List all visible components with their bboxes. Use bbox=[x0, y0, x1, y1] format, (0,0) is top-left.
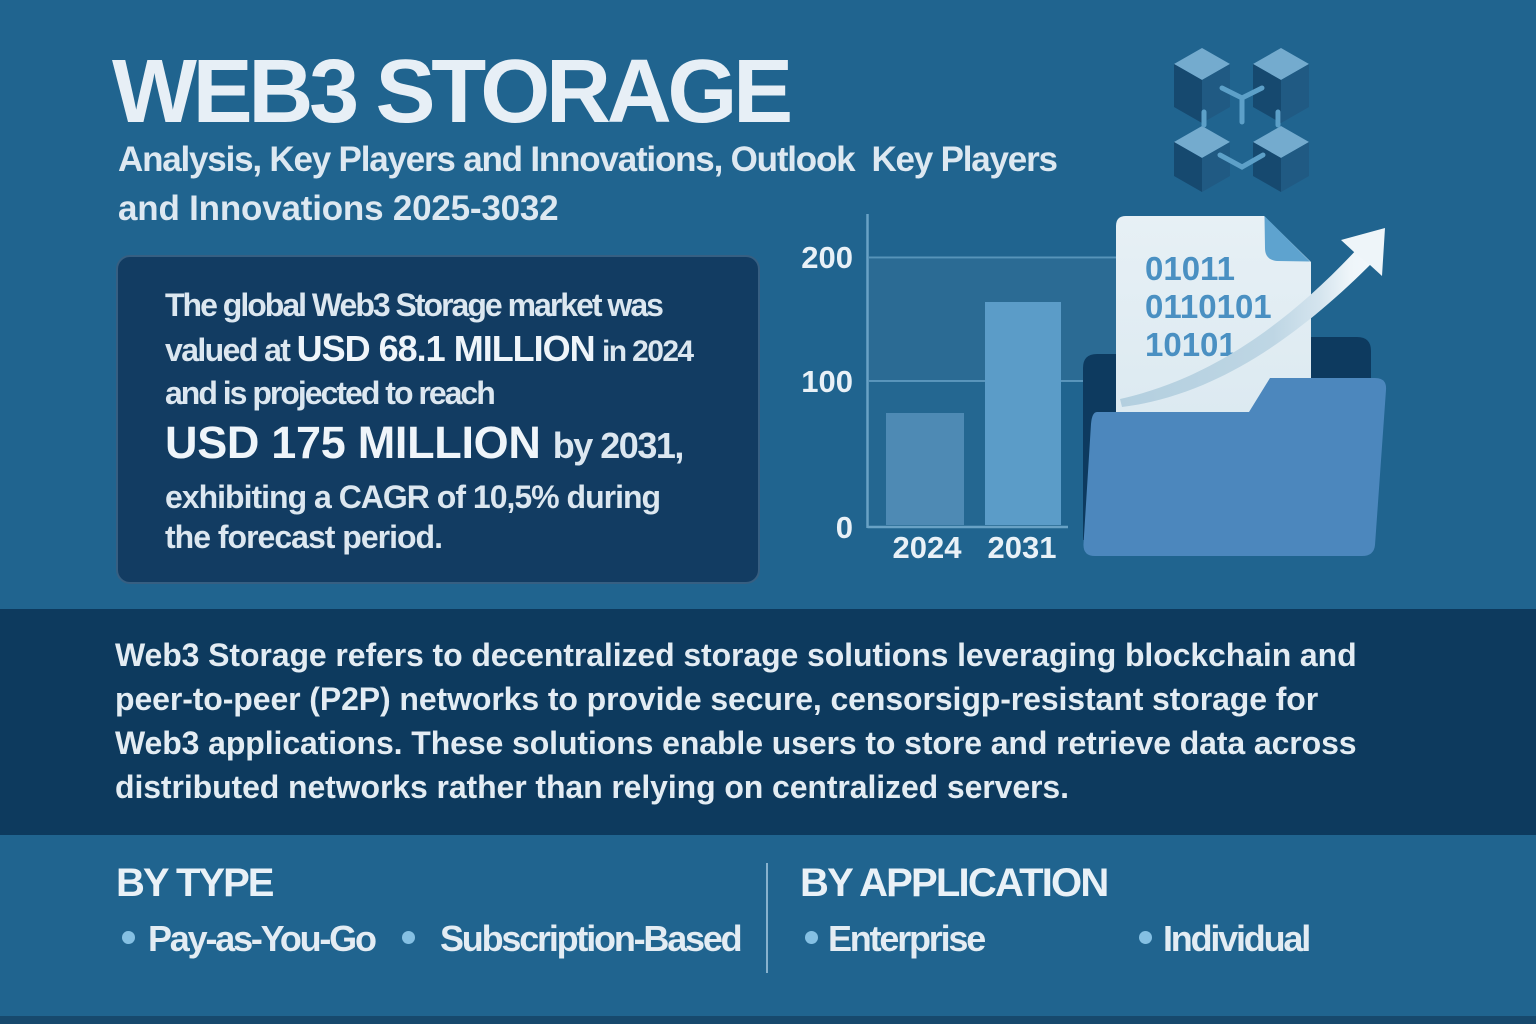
svg-text:2024: 2024 bbox=[893, 530, 963, 565]
svg-text:100: 100 bbox=[801, 364, 853, 399]
svg-text:200: 200 bbox=[801, 240, 853, 275]
svg-text:2031: 2031 bbox=[988, 530, 1057, 565]
svg-text:01011: 01011 bbox=[1145, 250, 1235, 287]
svg-text:10101: 10101 bbox=[1145, 326, 1237, 363]
svg-text:0110101: 0110101 bbox=[1145, 288, 1272, 325]
svg-text:0: 0 bbox=[836, 510, 853, 545]
